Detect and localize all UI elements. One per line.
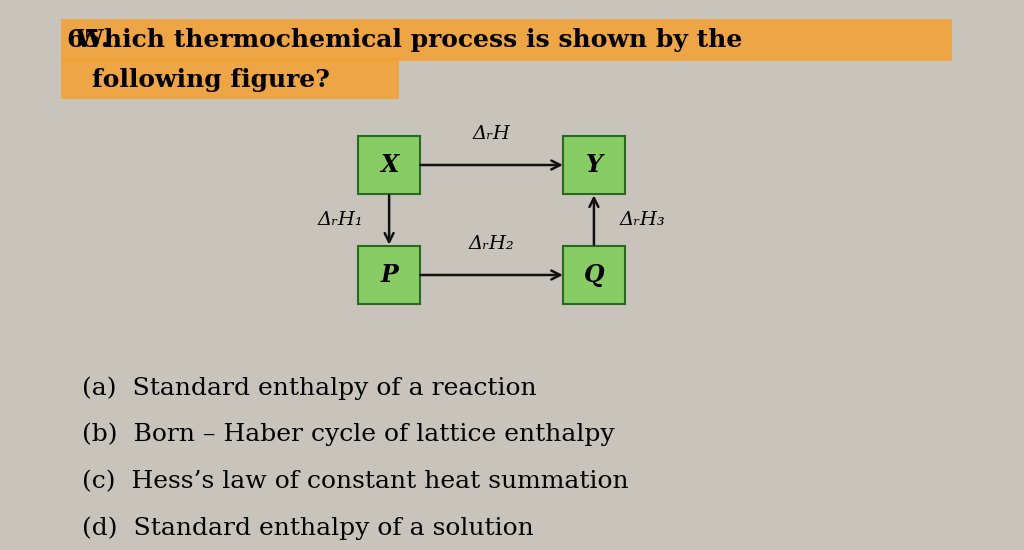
Text: ΔᵣH₁: ΔᵣH₁	[317, 211, 364, 229]
Text: Which thermochemical process is shown by the: Which thermochemical process is shown by…	[67, 28, 742, 52]
FancyBboxPatch shape	[563, 246, 625, 304]
Text: Y: Y	[586, 153, 602, 177]
Text: following figure?: following figure?	[92, 68, 330, 92]
FancyBboxPatch shape	[61, 19, 952, 60]
Text: (b)  Born – Haber cycle of lattice enthalpy: (b) Born – Haber cycle of lattice enthal…	[82, 423, 614, 446]
FancyBboxPatch shape	[358, 136, 420, 194]
Text: (d)  Standard enthalpy of a solution: (d) Standard enthalpy of a solution	[82, 516, 534, 540]
Text: 65.: 65.	[67, 28, 110, 52]
FancyBboxPatch shape	[563, 136, 625, 194]
Text: (c)  Hess’s law of constant heat summation: (c) Hess’s law of constant heat summatio…	[82, 470, 629, 493]
Text: ΔᵣH: ΔᵣH	[473, 125, 510, 143]
Text: X: X	[380, 153, 398, 177]
FancyBboxPatch shape	[61, 58, 399, 99]
Text: Q: Q	[584, 263, 604, 287]
Text: (a)  Standard enthalpy of a reaction: (a) Standard enthalpy of a reaction	[82, 376, 537, 399]
Text: ΔᵣH₃: ΔᵣH₃	[620, 211, 666, 229]
FancyBboxPatch shape	[358, 246, 420, 304]
Text: ΔᵣH₂: ΔᵣH₂	[469, 235, 514, 253]
Text: P: P	[380, 263, 398, 287]
